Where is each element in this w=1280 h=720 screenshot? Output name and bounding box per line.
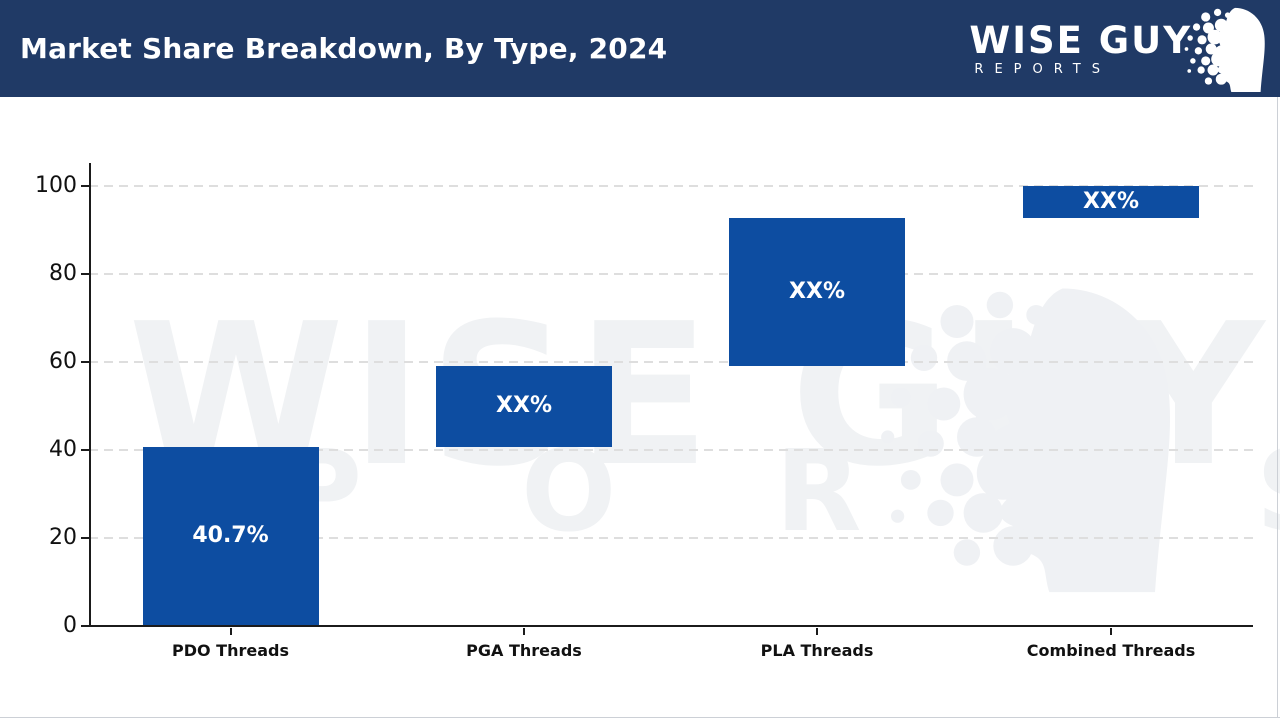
logo-brand-top: WISE GUY [969, 19, 1192, 62]
gridline-20 [89, 537, 1253, 539]
bar-value-label-pdo-threads: 40.7% [192, 523, 269, 549]
watermark-head-icon [858, 217, 1188, 661]
ytick-mark-80 [81, 273, 89, 275]
category-label-pla-threads: PLA Threads [760, 641, 874, 660]
frame-bottom-border [0, 717, 1280, 718]
xtick-mark-pdo-threads [229, 628, 232, 635]
ytick-label-40: 40 [49, 437, 77, 462]
bar-pga-threads [436, 365, 612, 447]
ytick-label-0: 0 [63, 613, 77, 638]
bar-pdo-threads [142, 446, 319, 626]
header: Market Share Breakdown, By Type, 2024 WI… [0, 0, 1280, 97]
xtick-mark-pla-threads [816, 628, 818, 635]
ytick-label-60: 60 [49, 349, 77, 374]
bar-pla-threads [729, 218, 905, 366]
y-axis-line [89, 163, 91, 626]
ytick-mark-20 [81, 537, 89, 539]
ytick-label-100: 100 [35, 173, 77, 198]
bar-value-label-pla-threads: XX% [789, 278, 845, 304]
ytick-mark-40 [81, 449, 89, 451]
wiseguy-logo: WISE GUY REPORTS [969, 6, 1270, 92]
gridline-100 [89, 185, 1253, 187]
ytick-label-80: 80 [49, 261, 77, 286]
xtick-mark-combined-threads [1110, 628, 1112, 635]
page-title: Market Share Breakdown, By Type, 2024 [20, 32, 668, 65]
frame-right-border [1277, 97, 1278, 718]
category-label-pga-threads: PGA Threads [466, 641, 582, 660]
ytick-mark-60 [81, 361, 89, 363]
logo-brand-bottom: REPORTS [974, 62, 1112, 77]
wiseguy-head-icon [1178, 6, 1270, 92]
logo-text: WISE GUY REPORTS [969, 19, 1192, 78]
bar-combined-threads [1023, 186, 1199, 219]
category-label-combined-threads: Combined Threads [1026, 641, 1196, 660]
gridline-80 [89, 273, 1253, 275]
x-axis-line [89, 625, 1253, 627]
bar-value-label-pga-threads: XX% [496, 393, 552, 419]
ytick-label-20: 20 [49, 525, 77, 550]
gridline-40 [89, 449, 1253, 451]
bar-value-label-combined-threads: XX% [1083, 189, 1139, 215]
ytick-mark-100 [81, 185, 89, 187]
ytick-mark-0 [81, 625, 89, 627]
category-label-pdo-threads: PDO Threads [172, 641, 289, 660]
xtick-mark-pga-threads [523, 628, 525, 635]
gridline-60 [89, 361, 1253, 363]
